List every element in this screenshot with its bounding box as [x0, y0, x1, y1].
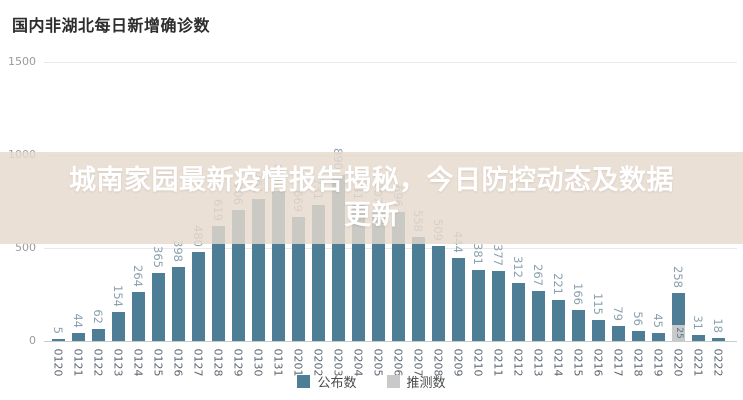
bar-value-label: 5: [51, 326, 65, 334]
bar-value-label: 267: [531, 264, 545, 286]
bar-value-label: 79: [611, 306, 625, 321]
bar-published: [551, 300, 565, 341]
bar-published: [511, 283, 525, 341]
bar-published: [651, 333, 665, 341]
bar-published: [151, 273, 165, 341]
estimated-value-label: 25: [674, 327, 684, 339]
bar-published: [691, 335, 705, 341]
bar-value-label: 44: [71, 313, 85, 328]
headline-text: 城南家园最新疫情报告揭秘，今日防控动态及数据更新: [69, 164, 674, 231]
y-axis-tick-label: 500: [15, 241, 36, 254]
bar-value-label: 166: [571, 283, 585, 305]
y-axis-tick-label: 1500: [8, 55, 36, 68]
bar-value-label: 115: [591, 293, 605, 315]
grid-line: [44, 248, 737, 249]
bar-published: [131, 292, 145, 341]
bar-published: [171, 267, 185, 341]
x-axis-line: [44, 341, 737, 342]
legend-item-estimated: 推测数: [386, 372, 446, 391]
bar-value-label: 18: [711, 318, 725, 333]
bar-published: [591, 320, 605, 341]
bar-published: [571, 310, 585, 341]
bar-published: [391, 212, 405, 341]
bar-published: [191, 252, 205, 341]
bar-published: [211, 226, 225, 341]
estimated-swatch-icon: [386, 375, 400, 388]
bar-value-label: 62: [91, 309, 105, 324]
bar-published: [491, 271, 505, 341]
overlay-banner: 城南家园最新疫情报告揭秘，今日防控动态及数据更新: [0, 152, 743, 244]
bar-published: [711, 338, 725, 341]
bar-value-label: 56: [631, 311, 645, 326]
bar-published: [451, 258, 465, 341]
bar-published: [111, 312, 125, 341]
bar-published: [51, 339, 65, 341]
chart-title: 国内非湖北每日新增确诊数: [12, 16, 211, 35]
published-swatch-icon: [297, 375, 311, 388]
bar-value-label: 31: [691, 315, 705, 330]
bar-published: [471, 270, 485, 341]
bar-estimated: [671, 325, 685, 341]
y-axis-tick-label: 0: [29, 334, 36, 347]
bar-published: [631, 331, 645, 341]
bar-published: [411, 237, 425, 341]
bar-value-label: 264: [131, 265, 145, 287]
chart-legend: 公布数 推测数: [0, 372, 743, 391]
bar-value-label: 154: [111, 285, 125, 307]
bar-value-label: 221: [551, 273, 565, 295]
legend-label: 推测数: [406, 376, 446, 391]
bar-published: [531, 291, 545, 341]
legend-item-published: 公布数: [297, 372, 357, 391]
bar-published: [71, 333, 85, 341]
legend-label: 公布数: [317, 376, 357, 391]
bar-published: [291, 217, 305, 341]
bar-published: [91, 329, 105, 341]
bar-published: [431, 246, 445, 341]
grid-line: [44, 62, 737, 63]
bar-published: [611, 326, 625, 341]
bar-value-label: 258: [671, 266, 685, 288]
bar-value-label: 45: [651, 313, 665, 328]
